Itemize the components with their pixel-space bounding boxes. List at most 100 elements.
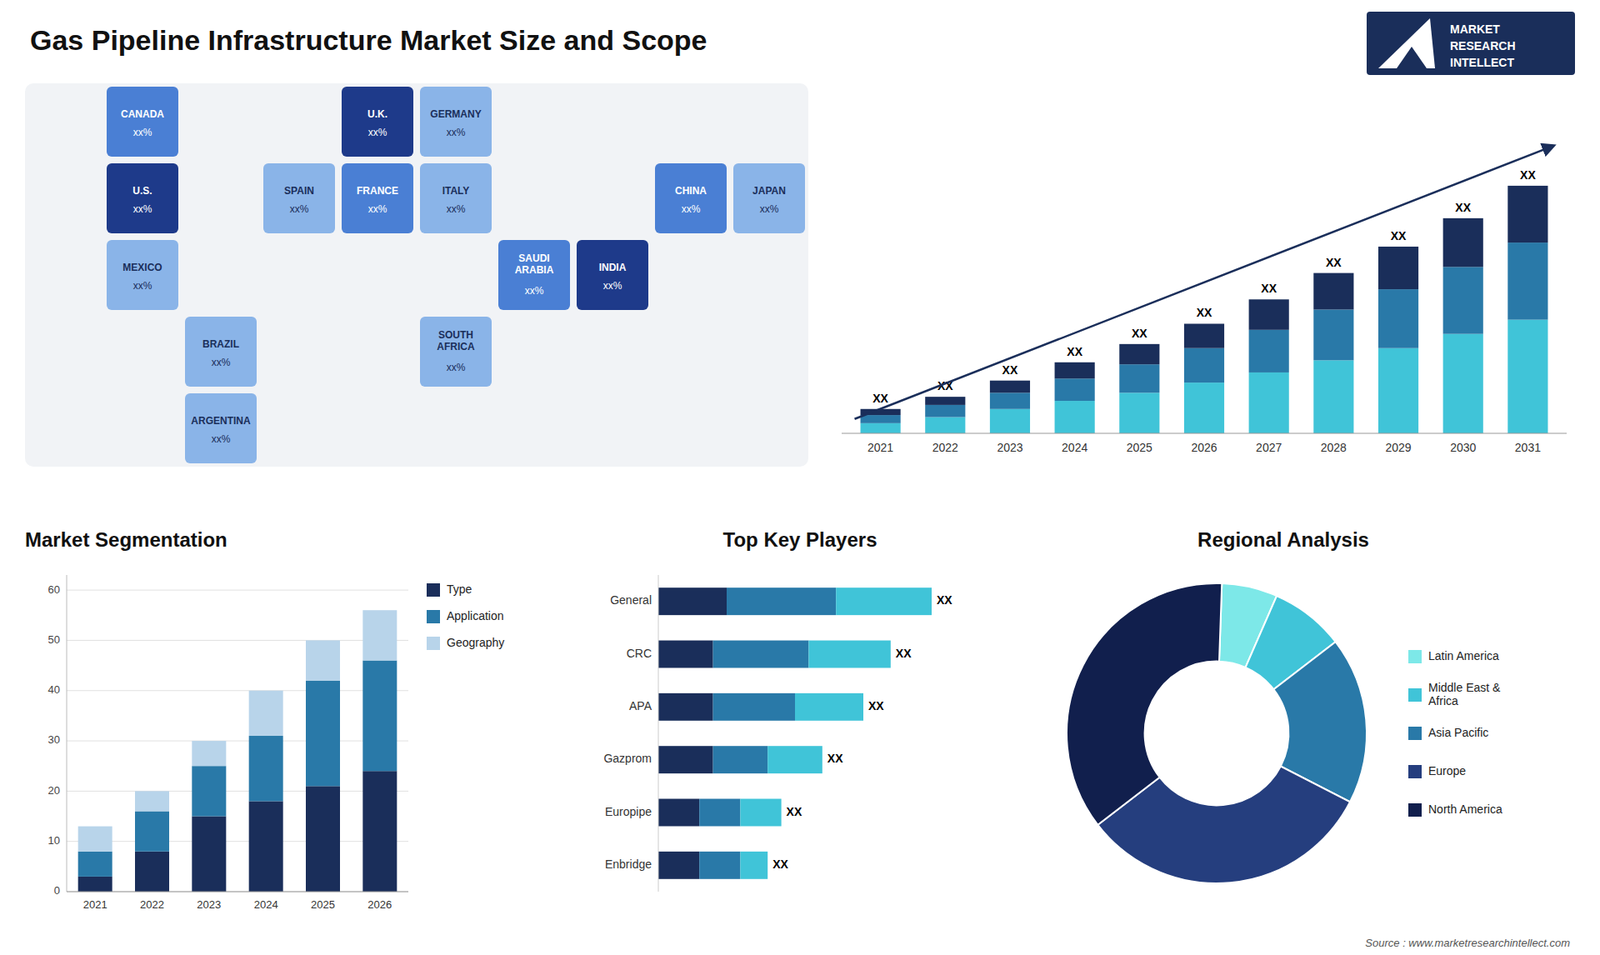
bar-segment: [726, 587, 836, 615]
data-label: XX: [868, 699, 885, 713]
legend-swatch: [426, 636, 440, 650]
bar-segment: [191, 740, 226, 766]
bar-segment: [740, 799, 781, 827]
y-axis-line: [66, 575, 68, 892]
data-label: XX: [786, 805, 803, 819]
players-plot: [658, 587, 932, 880]
legend-label: Type: [446, 582, 473, 596]
x-axis-line: [841, 433, 1567, 435]
x-tick-label: 2025: [1126, 440, 1153, 455]
bar-segment: [835, 587, 932, 615]
logo-mark: [1378, 18, 1435, 69]
country-value: xx%: [368, 126, 388, 139]
legend: TypeApplicationGeography: [426, 582, 505, 650]
bar-segment: [362, 770, 397, 892]
bar-segment: [1249, 299, 1290, 330]
country-label: CANADA: [120, 108, 165, 120]
bar-segment: [860, 415, 901, 424]
logo-text: MARKET: [1450, 22, 1500, 36]
country-label: FRANCE: [356, 185, 399, 197]
y-tick-label: APA: [629, 699, 653, 713]
country-value: xx%: [133, 126, 153, 139]
bar-segment: [713, 693, 795, 721]
legend-swatch: [426, 583, 440, 597]
x-tick-label: 2025: [310, 898, 335, 911]
bar-segment: [1055, 362, 1095, 379]
logo-text: INTELLECT: [1450, 55, 1515, 70]
legend-label-line: Africa: [1428, 694, 1459, 708]
country-label-line: SOUTH: [438, 329, 474, 341]
pie-wedge: [1066, 583, 1222, 825]
bar-segment: [1507, 320, 1548, 434]
grid-line: [66, 590, 409, 591]
country-tile: [185, 316, 257, 387]
bar-segment: [1184, 382, 1225, 434]
bar-segment: [860, 423, 901, 434]
bar-segment: [925, 405, 965, 418]
country-label: SOUTHAFRICA: [436, 329, 475, 353]
country-tile: [106, 240, 179, 310]
country-tile: [341, 86, 414, 157]
logo-background: [1366, 11, 1575, 75]
country-value: xx%: [290, 203, 310, 215]
data-label: XX: [1131, 326, 1148, 340]
x-tick-label: 2022: [140, 898, 165, 911]
country-value: xx%: [446, 203, 466, 215]
x-axis-line: [66, 891, 409, 893]
y-tick-label: 0: [54, 884, 60, 897]
bar-segment: [658, 745, 714, 774]
bar-segment: [1055, 400, 1095, 434]
bar-segment: [1378, 246, 1419, 290]
country-label: SPAIN: [284, 185, 315, 197]
bar-segment: [990, 380, 1030, 394]
grid-line: [66, 891, 409, 893]
data-label: XX: [1390, 229, 1407, 243]
country-value: xx%: [681, 203, 701, 215]
bar-segment: [135, 810, 170, 851]
country-value: xx%: [211, 433, 231, 445]
bar-segment: [191, 765, 226, 816]
country-tile: [341, 163, 414, 234]
bar-segment: [1507, 242, 1548, 320]
bar-segment: [658, 799, 700, 827]
chart-title: Regional Analysis: [1197, 528, 1370, 551]
x-tick-label: 2023: [196, 898, 221, 911]
x-tick-label: 2031: [1515, 440, 1541, 455]
country-label: ITALY: [442, 185, 470, 197]
country-value: xx%: [603, 280, 623, 292]
country-tile: [655, 163, 727, 234]
bar-segment: [1313, 273, 1354, 310]
legend-label: Europe: [1428, 764, 1466, 778]
x-tick-label: 2021: [867, 440, 894, 455]
x-tick-label: 2028: [1320, 440, 1347, 455]
country-label-line: ARABIA: [515, 264, 555, 276]
country-label: JAPAN: [752, 185, 786, 197]
x-tick-label: 2029: [1385, 440, 1411, 455]
legend-label: Middle East &Africa: [1428, 680, 1501, 708]
y-tick-label: 30: [48, 733, 60, 746]
country-tile: [420, 316, 492, 387]
bar-segment: [1119, 392, 1160, 434]
map-tiles: CANADAxx%U.S.xx%MEXICOxx%BRAZILxx%ARGENT…: [106, 86, 805, 464]
trend-arrow: [855, 145, 1555, 420]
grid-line: [66, 740, 409, 742]
country-value: xx%: [446, 361, 466, 374]
bar-segment: [1249, 372, 1290, 434]
country-tile: [185, 393, 257, 464]
country-tile: [576, 240, 649, 310]
page-chart: Gas Pipeline Infrastructure Market Size …: [0, 0, 1600, 955]
country-label: BRAZIL: [202, 338, 240, 350]
y-tick-label: 10: [48, 834, 60, 847]
legend-swatch: [1408, 650, 1422, 664]
grid-line: [66, 790, 409, 792]
y-tick-label: Europipe: [605, 805, 652, 819]
country-label: CHINA: [675, 185, 707, 197]
bar-segment: [1443, 266, 1484, 334]
bar-segment: [78, 876, 113, 892]
x-tick-label: 2030: [1450, 440, 1476, 455]
country-label: MEXICO: [122, 261, 162, 274]
logo-text: RESEARCH: [1450, 39, 1516, 53]
bar-plot: [860, 185, 1549, 434]
bar-segment: [305, 680, 340, 787]
bar-segment: [808, 640, 890, 669]
